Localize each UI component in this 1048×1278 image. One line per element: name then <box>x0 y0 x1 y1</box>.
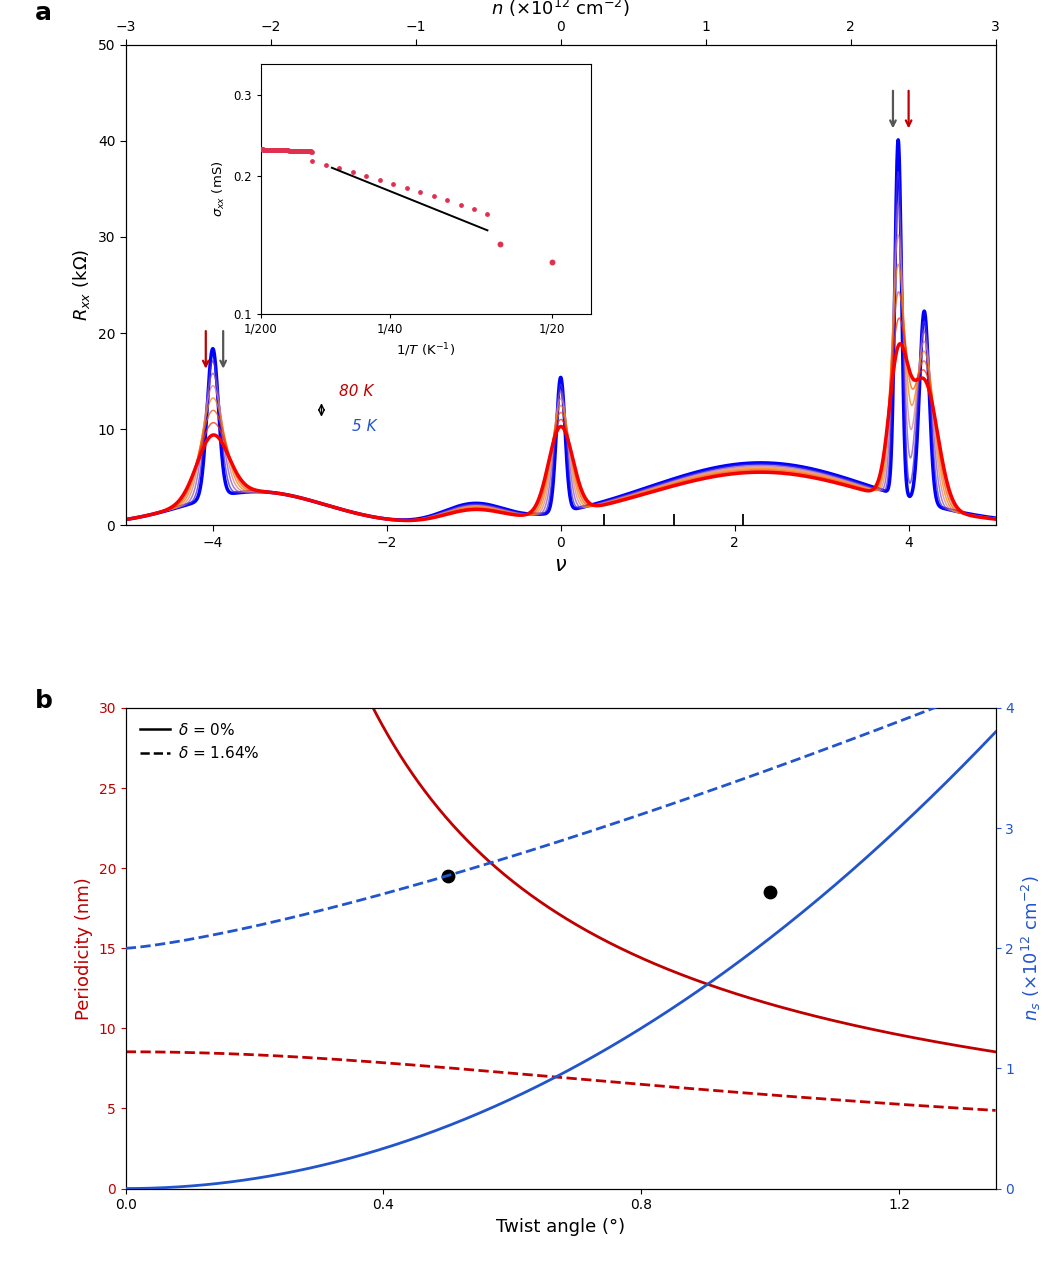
Point <box>762 882 779 902</box>
X-axis label: $\nu$: $\nu$ <box>554 556 567 575</box>
Y-axis label: $n_s$ ($\times$10$^{12}$ cm$^{-2}$): $n_s$ ($\times$10$^{12}$ cm$^{-2}$) <box>1020 875 1043 1021</box>
Legend: $\delta$ = 0%, $\delta$ = 1.64%: $\delta$ = 0%, $\delta$ = 1.64% <box>133 716 265 768</box>
Text: a: a <box>35 1 51 26</box>
Text: 80 K: 80 K <box>339 383 373 399</box>
X-axis label: $n$ ($\times$10$^{12}$ cm$^{-2}$): $n$ ($\times$10$^{12}$ cm$^{-2}$) <box>492 0 630 19</box>
Y-axis label: Periodicity (nm): Periodicity (nm) <box>74 877 93 1020</box>
Text: b: b <box>35 689 52 713</box>
Y-axis label: $R_{xx}$ (k$\Omega$): $R_{xx}$ (k$\Omega$) <box>71 249 92 321</box>
Text: 5 K: 5 K <box>352 419 376 435</box>
X-axis label: Twist angle (°): Twist angle (°) <box>496 1218 626 1236</box>
Point <box>439 866 456 887</box>
